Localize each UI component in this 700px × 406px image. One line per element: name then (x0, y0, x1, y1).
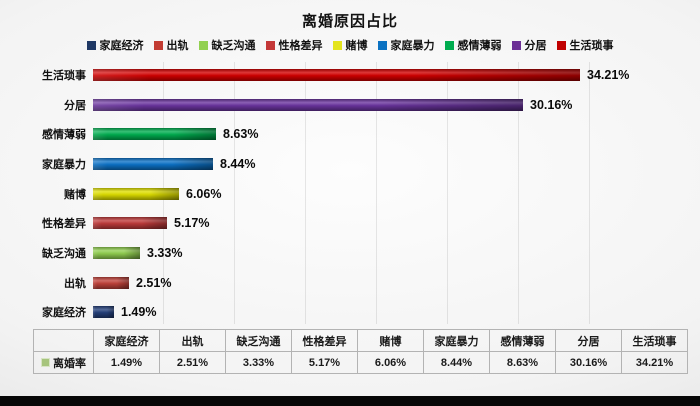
table-header: 生活琐事 (621, 329, 688, 352)
chart-title: 离婚原因占比 (301, 13, 398, 30)
table-cell: 6.06% (357, 351, 424, 374)
table-cell: 34.21% (621, 351, 688, 374)
value-label: 5.17% (174, 216, 210, 231)
legend-swatch-icon (86, 40, 96, 50)
value-label: 8.63% (223, 127, 259, 142)
category-label: 家庭经济 (42, 307, 86, 320)
value-label: 6.06% (186, 186, 222, 201)
bar-row: 性格差异 5.17% (0, 208, 700, 238)
bar-row: 赌博 6.06% (0, 179, 700, 209)
legend-swatch-icon (556, 40, 566, 50)
legend-label: 生活琐事 (569, 40, 614, 52)
legend-label: 家庭经济 (99, 40, 144, 52)
table-cell: 8.63% (489, 351, 556, 374)
bar-row: 感情薄弱 8.63% (0, 119, 700, 149)
table-data-row: 离婚率 1.49% 2.51% 3.33% 5.17% 6.06% 8.44% … (33, 351, 688, 374)
value-label: 1.49% (121, 305, 157, 320)
table-header: 家庭暴力 (423, 329, 490, 352)
bar (93, 187, 179, 200)
table-row-label: 离婚率 (33, 351, 94, 374)
legend-swatch-icon (265, 40, 275, 50)
bar-row: 缺乏沟通 3.33% (0, 238, 700, 268)
legend-label: 家庭暴力 (390, 40, 435, 52)
category-label: 缺乏沟通 (42, 247, 86, 260)
bar (93, 306, 114, 319)
legend-label: 赌博 (345, 40, 368, 52)
bar (93, 128, 216, 141)
bar (93, 98, 523, 111)
legend-label: 性格差异 (278, 40, 323, 52)
category-label: 赌博 (64, 188, 86, 201)
table-header: 家庭经济 (93, 329, 160, 352)
bar (93, 276, 129, 289)
category-label: 性格差异 (42, 218, 86, 231)
plot-area: 生活琐事 34.21% 分居 30.16% 感情薄弱 8.63% 家庭暴力 8.44% … (0, 60, 700, 328)
category-label: 生活琐事 (42, 69, 86, 82)
table-cell: 3.33% (225, 351, 292, 374)
bar (93, 246, 140, 259)
bar (93, 217, 167, 230)
table-cell: 30.16% (555, 351, 622, 374)
legend-item: 感情薄弱 (444, 37, 502, 53)
table-header: 性格差异 (291, 329, 358, 352)
table-header: 感情薄弱 (489, 329, 556, 352)
legend-item: 缺乏沟通 (198, 37, 256, 53)
legend-item: 分居 (511, 37, 547, 53)
series-name: 离婚率 (53, 357, 86, 370)
legend-item: 出轨 (153, 37, 189, 53)
bar-row: 出轨 2.51% (0, 268, 700, 298)
legend-item: 赌博 (332, 37, 368, 53)
table-header: 缺乏沟通 (225, 329, 292, 352)
table-corner-cell (33, 329, 94, 352)
table-cell: 5.17% (291, 351, 358, 374)
value-label: 34.21% (587, 67, 630, 82)
bar (93, 68, 580, 81)
legend-swatch-icon (511, 40, 521, 50)
value-label: 3.33% (147, 245, 183, 260)
legend-swatch-icon (377, 40, 387, 50)
table-header: 分居 (555, 329, 622, 352)
bar (93, 157, 213, 170)
bar-row: 家庭暴力 8.44% (0, 149, 700, 179)
legend-item: 性格差异 (265, 37, 323, 53)
bar-row: 分居 30.16% (0, 90, 700, 120)
value-label: 30.16% (530, 97, 573, 112)
bar-row: 家庭经济 1.49% (0, 298, 700, 328)
legend-item: 家庭暴力 (377, 37, 435, 53)
bottom-strip (0, 396, 700, 406)
legend-swatch-icon (332, 40, 342, 50)
legend-label: 感情薄弱 (457, 40, 502, 52)
table-cell: 8.44% (423, 351, 490, 374)
chart-legend: 家庭经济 出轨 缺乏沟通 性格差异 赌博 家庭暴力 感情薄弱 分居 生活琐事 (0, 37, 700, 53)
category-label: 出轨 (64, 277, 86, 290)
value-label: 8.44% (220, 156, 256, 171)
table-header: 出轨 (159, 329, 226, 352)
legend-swatch-icon (198, 40, 208, 50)
category-label: 家庭暴力 (42, 158, 86, 171)
category-label: 分居 (64, 99, 86, 112)
table-cell: 2.51% (159, 351, 226, 374)
series-marker-icon (41, 358, 50, 367)
legend-label: 分居 (524, 40, 547, 52)
data-table: 家庭经济 出轨 缺乏沟通 性格差异 赌博 家庭暴力 感情薄弱 分居 生活琐事 离… (33, 329, 688, 374)
legend-swatch-icon (444, 40, 454, 50)
category-label: 感情薄弱 (42, 129, 86, 142)
table-header: 赌博 (357, 329, 424, 352)
bar-row: 生活琐事 34.21% (0, 60, 700, 90)
legend-label: 缺乏沟通 (211, 40, 256, 52)
legend-swatch-icon (153, 40, 163, 50)
table-cell: 1.49% (93, 351, 160, 374)
legend-label: 出轨 (166, 40, 189, 52)
legend-item: 生活琐事 (556, 37, 614, 53)
legend-item: 家庭经济 (86, 37, 144, 53)
table-header-row: 家庭经济 出轨 缺乏沟通 性格差异 赌博 家庭暴力 感情薄弱 分居 生活琐事 (33, 329, 688, 352)
value-label: 2.51% (136, 275, 172, 290)
